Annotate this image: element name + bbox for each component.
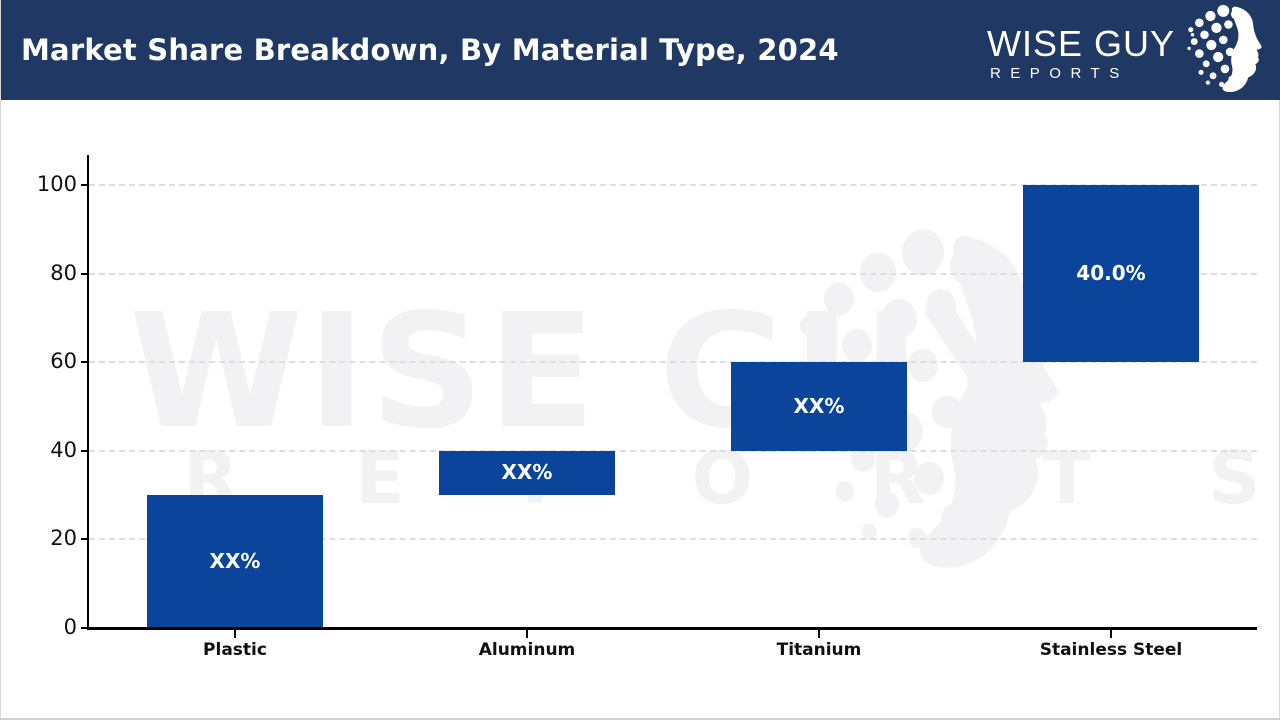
y-tick-mark [81, 184, 89, 186]
gridline-60 [89, 361, 1257, 364]
wiseguy-logo-text: WISE GUY REPORTS [986, 22, 1175, 82]
wiseguy-head-icon [1181, 4, 1269, 102]
x-tick-mark [526, 630, 528, 638]
gridline-20 [89, 538, 1257, 541]
bar-value-label: XX% [793, 393, 845, 418]
wiseguy-logo: WISE GUY REPORTS [987, 4, 1269, 102]
y-tick-mark [81, 449, 89, 452]
y-tick-mark [81, 272, 89, 275]
x-tick-mark [1110, 630, 1112, 638]
logo-wordmark: WISE GUY [986, 22, 1175, 64]
bar-value-label: 40.0% [1076, 260, 1146, 285]
x-category-label: Stainless Steel [1039, 640, 1183, 660]
x-category-label: Aluminum [478, 640, 576, 660]
gridline-40 [89, 449, 1257, 452]
gridline-100 [89, 184, 1257, 186]
bar-value-label: XX% [209, 548, 261, 573]
bar-aluminum [439, 450, 615, 496]
x-tick-mark [818, 630, 820, 638]
y-tick-label: 40 [50, 437, 77, 462]
header: Market Share Breakdown, By Material Type… [1, 0, 1280, 100]
y-tick-label: 100 [36, 172, 77, 196]
bar-value-label: XX% [501, 459, 553, 484]
page-title: Market Share Breakdown, By Material Type… [21, 33, 839, 67]
y-tick-label: 60 [50, 349, 77, 374]
bar-plastic [147, 495, 323, 628]
waterfall-chart: WISE GUY R E P O R T S [1, 100, 1280, 718]
gridline-80 [89, 272, 1257, 275]
y-axis-spine [87, 155, 89, 630]
x-tick-mark [234, 630, 236, 638]
logo-subtitle: REPORTS [989, 64, 1129, 82]
y-tick-mark [81, 538, 89, 541]
y-tick-label: 20 [50, 526, 77, 551]
y-tick-label: 0 [63, 615, 77, 639]
y-tick-mark [81, 361, 89, 364]
y-tick-label: 80 [50, 260, 77, 285]
x-axis-spine [87, 627, 1257, 630]
y-tick-mark [81, 627, 89, 629]
x-category-label: Titanium [776, 640, 862, 660]
x-category-label: Plastic [203, 640, 267, 660]
